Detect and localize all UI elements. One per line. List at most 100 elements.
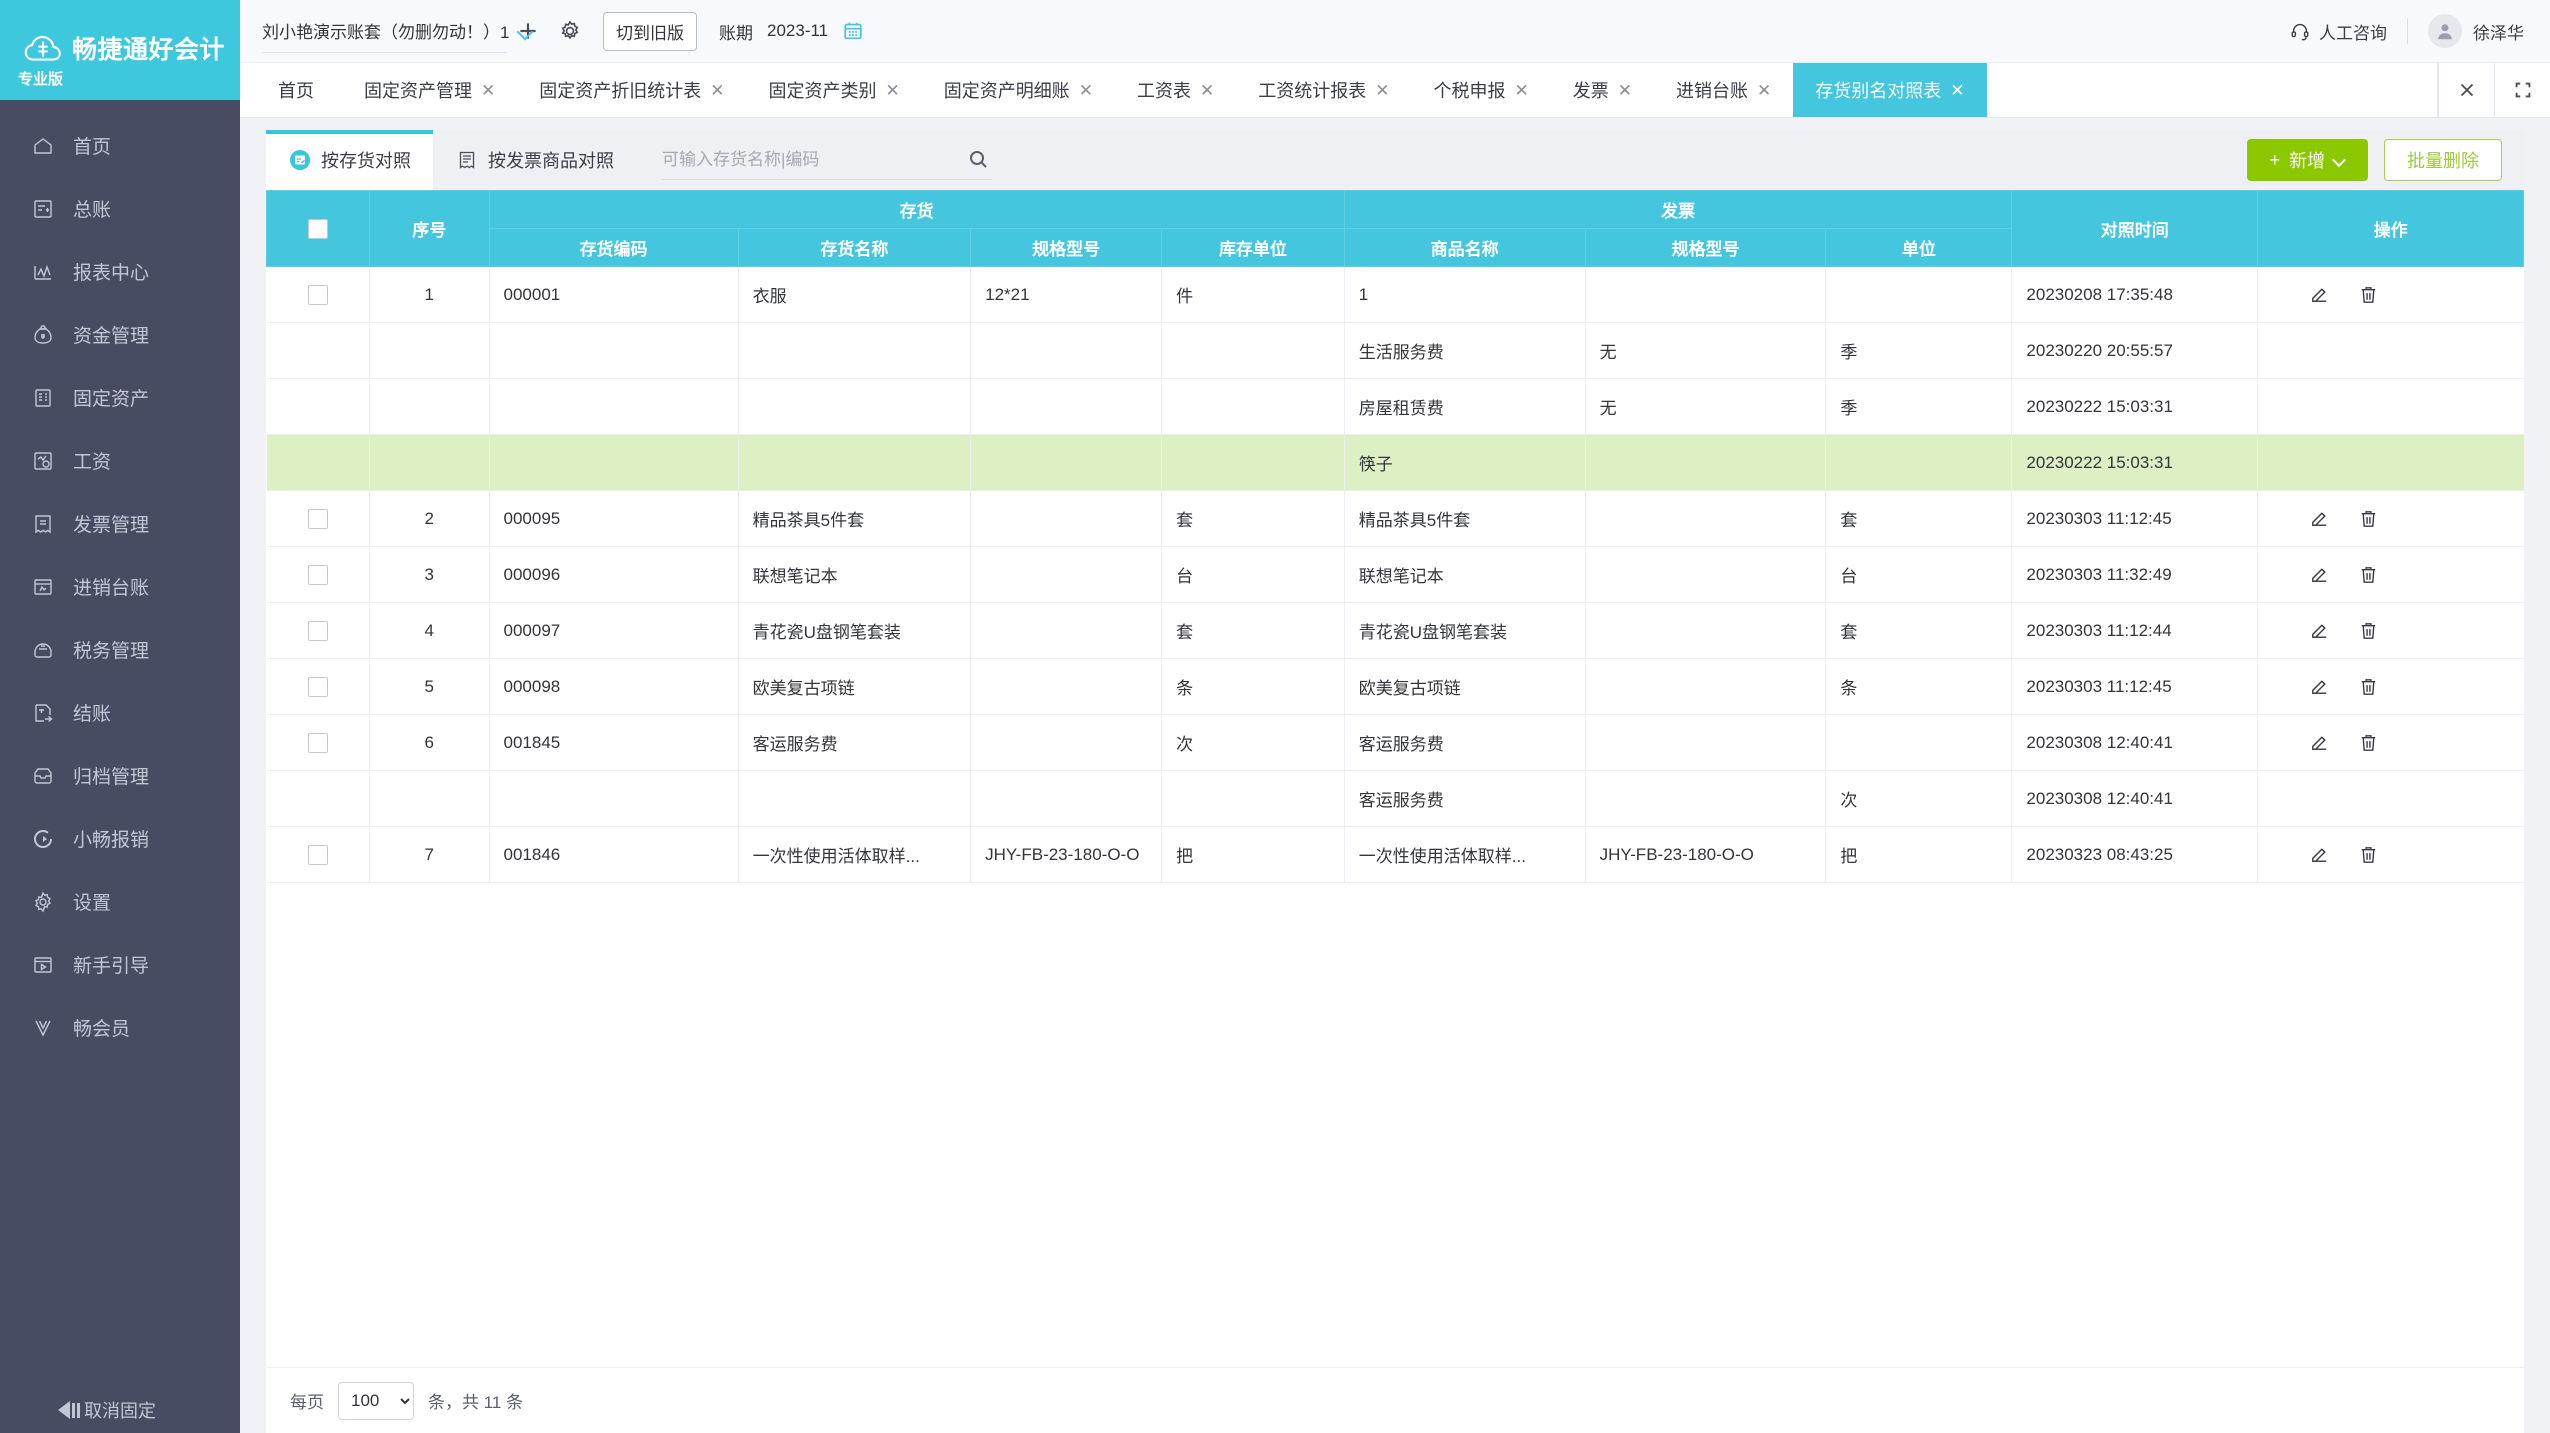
account-settings-button[interactable] (549, 10, 591, 52)
table-row[interactable]: 6 001845 客运服务费次客运服务费 20230308 12:40:41 (266, 714, 2524, 771)
tab-close-icon[interactable]: ✕ (1514, 80, 1529, 100)
search-icon[interactable] (966, 147, 992, 173)
tab-close-icon[interactable]: ✕ (885, 80, 900, 100)
sidebar-item-tax[interactable]: 税务管理 (0, 618, 240, 681)
edit-icon[interactable] (2308, 507, 2331, 530)
row-checkbox[interactable] (307, 508, 328, 529)
sidebar-item-reports[interactable]: 报表中心 (0, 240, 240, 303)
user-menu[interactable]: 徐泽华 (2428, 14, 2550, 48)
trash-icon[interactable] (2357, 675, 2380, 698)
tab-close-icon[interactable]: ✕ (1617, 80, 1632, 100)
trash-icon[interactable] (2357, 843, 2380, 866)
cell-checkbox[interactable] (266, 546, 370, 603)
table-row[interactable]: 客运服务费 次 20230308 12:40:41 (266, 770, 2524, 827)
switch-to-old-version-button[interactable]: 切到旧版 (603, 11, 697, 51)
tab-depreciation-stats[interactable]: 固定资产折旧统计表 ✕ (517, 63, 746, 117)
table-row[interactable]: 5 000098 欧美复古项链条欧美复古项链条 20230303 11:12:45 (266, 658, 2524, 715)
cell-operation[interactable] (2257, 546, 2524, 603)
tab-payroll-stats-report[interactable]: 工资统计报表 ✕ (1236, 63, 1411, 117)
tab-close-icon[interactable]: ✕ (481, 80, 496, 100)
sidebar-item-reimburse[interactable]: 小畅报销 (0, 807, 240, 870)
sidebar-item-home[interactable]: 首页 (0, 114, 240, 177)
table-row[interactable]: 筷子 20230222 15:03:31 (266, 434, 2524, 491)
tab-close-icon[interactable]: ✕ (1950, 80, 1965, 100)
table-row[interactable]: 4 000097 青花瓷U盘钢笔套装套青花瓷U盘钢笔套装套 20230303 11:1… (266, 602, 2524, 659)
table-row[interactable]: 3 000096 联想笔记本台联想笔记本台 20230303 11:32:49 (266, 546, 2524, 603)
tab-fixed-asset-management[interactable]: 固定资产管理 ✕ (342, 63, 517, 117)
cell-checkbox[interactable] (266, 378, 370, 435)
trash-icon[interactable] (2357, 619, 2380, 642)
sidebar-item-vip[interactable]: 畅会员 (0, 996, 240, 1059)
row-checkbox[interactable] (307, 676, 328, 697)
account-set-selector[interactable]: 刘小艳演示账套（勿删勿动！）1 (262, 9, 509, 53)
table-row[interactable]: 房屋租赁费无季 20230222 15:03:31 (266, 378, 2524, 435)
tab-stock-ledger[interactable]: 进销台账 ✕ (1654, 63, 1793, 117)
tab-invoice[interactable]: 发票 ✕ (1551, 63, 1654, 117)
cell-checkbox[interactable] (266, 770, 370, 827)
cell-checkbox[interactable] (266, 490, 370, 547)
tab-fixed-asset-detail-ledger[interactable]: 固定资产明细账 ✕ (922, 63, 1115, 117)
cell-operation[interactable] (2257, 322, 2524, 379)
support-chat-button[interactable]: 人工咨询 (2289, 19, 2387, 44)
tab-payroll-sheet[interactable]: 工资表 ✕ (1115, 63, 1236, 117)
select-all-checkbox[interactable] (307, 218, 328, 239)
sidebar-item-invoice[interactable]: 发票管理 (0, 492, 240, 555)
close-all-tabs-button[interactable] (2438, 63, 2494, 117)
batch-delete-button[interactable]: 批量删除 (2384, 139, 2502, 181)
subtab-by-inventory[interactable]: 按存货对照 (266, 130, 433, 190)
sidebar-item-fixed-assets[interactable]: 固定资产 (0, 366, 240, 429)
sidebar-item-funds[interactable]: 资金管理 (0, 303, 240, 366)
sidebar-item-archive[interactable]: 归档管理 (0, 744, 240, 807)
tab-fixed-asset-category[interactable]: 固定资产类别 ✕ (747, 63, 922, 117)
cell-checkbox[interactable] (266, 266, 370, 323)
sidebar-item-payroll[interactable]: 工资 (0, 429, 240, 492)
edit-icon[interactable] (2308, 283, 2331, 306)
trash-icon[interactable] (2357, 507, 2380, 530)
search-input[interactable] (662, 149, 966, 170)
cell-operation[interactable] (2257, 490, 2524, 547)
row-checkbox[interactable] (307, 732, 328, 753)
edit-icon[interactable] (2308, 563, 2331, 586)
cell-checkbox[interactable] (266, 322, 370, 379)
cell-checkbox[interactable] (266, 602, 370, 659)
calendar-icon[interactable] (842, 20, 864, 42)
trash-icon[interactable] (2357, 283, 2380, 306)
cell-operation[interactable] (2257, 714, 2524, 771)
accounting-period[interactable]: 账期 2023-11 (719, 19, 864, 44)
edit-icon[interactable] (2308, 731, 2331, 754)
cell-operation[interactable] (2257, 602, 2524, 659)
table-row[interactable]: 7 001846 一次性使用活体取样... JHY-FB-23-180-O-O 把一次性… (266, 826, 2524, 883)
sidebar-item-settle[interactable]: 结账 (0, 681, 240, 744)
search-box[interactable] (662, 140, 992, 180)
tab-inventory-alias-mapping[interactable]: 存货别名对照表 ✕ (1793, 63, 1987, 117)
add-button[interactable]: + 新增 (2247, 139, 2368, 181)
edit-icon[interactable] (2308, 619, 2331, 642)
subtab-by-invoice-goods[interactable]: 按发票商品对照 (433, 130, 636, 190)
table-row[interactable]: 生活服务费无季 20230220 20:55:57 (266, 322, 2524, 379)
row-checkbox[interactable] (307, 284, 328, 305)
tab-close-icon[interactable]: ✕ (710, 80, 725, 100)
cell-checkbox[interactable] (266, 826, 370, 883)
row-checkbox[interactable] (307, 564, 328, 585)
table-row[interactable]: 2 000095 精品茶具5件套套精品茶具5件套套 20230303 11:12:45 (266, 490, 2524, 547)
tab-close-icon[interactable]: ✕ (1757, 80, 1772, 100)
cell-checkbox[interactable] (266, 714, 370, 771)
sidebar-item-guide[interactable]: 新手引导 (0, 933, 240, 996)
sidebar-item-stock-ledger[interactable]: 进销台账 (0, 555, 240, 618)
fullscreen-button[interactable] (2494, 63, 2550, 117)
trash-icon[interactable] (2357, 731, 2380, 754)
sidebar-item-settings[interactable]: 设置 (0, 870, 240, 933)
tab-close-icon[interactable]: ✕ (1078, 80, 1093, 100)
cell-checkbox[interactable] (266, 434, 370, 491)
cell-operation[interactable] (2257, 434, 2524, 491)
page-size-select[interactable]: 102050100 (338, 1381, 414, 1420)
tab-individual-tax-filing[interactable]: 个税申报 ✕ (1412, 63, 1551, 117)
row-checkbox[interactable] (307, 620, 328, 641)
cell-checkbox[interactable] (266, 658, 370, 715)
tab-close-icon[interactable]: ✕ (1200, 80, 1215, 100)
cell-operation[interactable] (2257, 826, 2524, 883)
row-checkbox[interactable] (307, 844, 328, 865)
cell-operation[interactable] (2257, 658, 2524, 715)
edit-icon[interactable] (2308, 675, 2331, 698)
sidebar-collapse-button[interactable]: 取消固定 (0, 1387, 240, 1433)
